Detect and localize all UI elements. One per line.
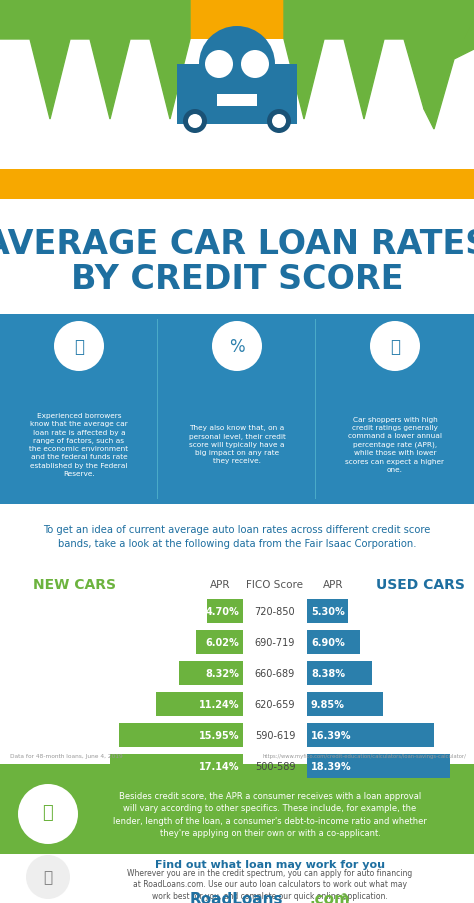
- Text: 4.70%: 4.70%: [205, 606, 239, 617]
- Text: AVERAGE CAR LOAN RATES: AVERAGE CAR LOAN RATES: [0, 228, 474, 261]
- Text: 18.39%: 18.39%: [311, 761, 352, 771]
- Text: 690-719: 690-719: [255, 638, 295, 647]
- Text: 16.39%: 16.39%: [311, 731, 352, 740]
- Text: 590-619: 590-619: [255, 731, 295, 740]
- Text: 8.32%: 8.32%: [205, 668, 239, 678]
- Text: 💳: 💳: [43, 803, 54, 821]
- Text: They also know that, on a
personal level, their credit
score will typically have: They also know that, on a personal level…: [189, 425, 285, 464]
- Bar: [0, 859, 474, 903]
- Bar: [217, 95, 257, 107]
- Text: Find out what loan may work for you: Find out what loan may work for you: [155, 859, 385, 869]
- Text: APR: APR: [323, 580, 343, 590]
- Bar: [307, 754, 449, 778]
- Text: Besides credit score, the APR a consumer receives with a loan approval
will vary: Besides credit score, the APR a consumer…: [113, 791, 427, 837]
- Circle shape: [54, 321, 104, 372]
- Text: 11.24%: 11.24%: [199, 699, 239, 709]
- Circle shape: [199, 27, 275, 103]
- Text: 500-589: 500-589: [255, 761, 295, 771]
- Polygon shape: [424, 20, 474, 130]
- Circle shape: [212, 321, 262, 372]
- Text: Experienced borrowers
know that the average car
loan rate is affected by a
range: Experienced borrowers know that the aver…: [29, 413, 128, 477]
- Bar: [196, 630, 243, 655]
- Bar: [307, 661, 372, 685]
- Circle shape: [267, 110, 291, 134]
- Circle shape: [205, 51, 233, 79]
- Text: NEW CARS: NEW CARS: [34, 577, 117, 591]
- Text: 620-659: 620-659: [255, 699, 295, 709]
- Text: To get an idea of current average auto loan rates across different credit score
: To get an idea of current average auto l…: [43, 524, 431, 549]
- Polygon shape: [0, 0, 190, 120]
- Polygon shape: [284, 0, 474, 120]
- Bar: [0, 200, 474, 314]
- Bar: [177, 65, 297, 125]
- Bar: [307, 693, 383, 716]
- Bar: [156, 693, 243, 716]
- Bar: [307, 600, 348, 623]
- Text: 📋: 📋: [390, 338, 400, 356]
- Circle shape: [183, 110, 207, 134]
- Text: 17.14%: 17.14%: [199, 761, 239, 771]
- Text: 🏛: 🏛: [74, 338, 84, 356]
- Bar: [0, 764, 474, 864]
- Text: https://www.myfico.com/credit-education/calculators/loan-savings-calculator/: https://www.myfico.com/credit-education/…: [262, 754, 466, 759]
- Bar: [0, 40, 474, 170]
- Text: 9.85%: 9.85%: [311, 699, 345, 709]
- Circle shape: [26, 855, 70, 899]
- Bar: [110, 754, 243, 778]
- Bar: [307, 630, 360, 655]
- Text: 660-689: 660-689: [255, 668, 295, 678]
- Text: FICO Score: FICO Score: [246, 580, 303, 590]
- Circle shape: [188, 115, 202, 129]
- Text: USED CARS: USED CARS: [375, 577, 465, 591]
- Text: 15.95%: 15.95%: [199, 731, 239, 740]
- Text: .com: .com: [310, 891, 351, 903]
- Circle shape: [370, 321, 420, 372]
- Bar: [0, 570, 474, 764]
- Circle shape: [272, 115, 286, 129]
- Text: %: %: [229, 338, 245, 356]
- Text: Data for 48-month loans, June 4, 2019: Data for 48-month loans, June 4, 2019: [10, 754, 123, 759]
- Text: BY CREDIT SCORE: BY CREDIT SCORE: [71, 263, 403, 296]
- Bar: [207, 600, 243, 623]
- Bar: [0, 854, 474, 903]
- Bar: [0, 505, 474, 570]
- Bar: [0, 314, 474, 505]
- Text: 🧮: 🧮: [44, 870, 53, 885]
- Text: 6.02%: 6.02%: [205, 638, 239, 647]
- Bar: [157, 320, 158, 499]
- Text: APR: APR: [210, 580, 230, 590]
- Bar: [0, 0, 474, 200]
- Text: 720-850: 720-850: [255, 606, 295, 617]
- Text: ®: ®: [340, 892, 348, 901]
- Text: 5.30%: 5.30%: [311, 606, 345, 617]
- Bar: [179, 661, 243, 685]
- Text: 8.38%: 8.38%: [311, 668, 345, 678]
- Text: Car shoppers with high
credit ratings generally
command a lower annual
percentag: Car shoppers with high credit ratings ge…: [346, 416, 445, 472]
- Bar: [307, 723, 434, 747]
- Bar: [316, 320, 317, 499]
- Text: Wherever you are in the credit spectrum, you can apply for auto financing
at Roa: Wherever you are in the credit spectrum,…: [128, 868, 413, 900]
- Circle shape: [18, 784, 78, 844]
- Bar: [0, 864, 474, 903]
- Text: 6.90%: 6.90%: [311, 638, 345, 647]
- Bar: [119, 723, 243, 747]
- Circle shape: [241, 51, 269, 79]
- Text: RoadLoans: RoadLoans: [190, 891, 283, 903]
